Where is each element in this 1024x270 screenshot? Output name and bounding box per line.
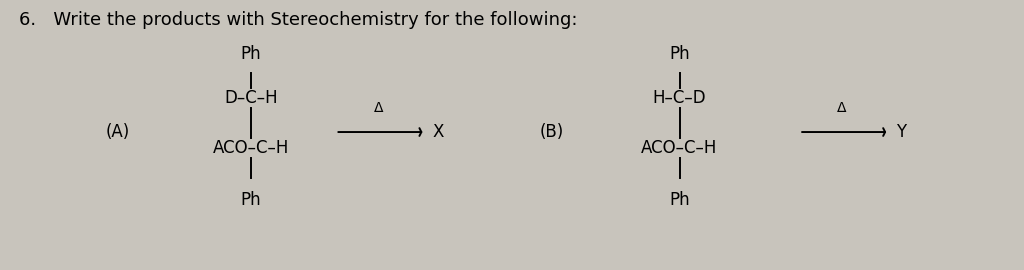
Text: (B): (B) bbox=[540, 123, 564, 141]
Text: (A): (A) bbox=[106, 123, 130, 141]
Text: X: X bbox=[432, 123, 443, 141]
Text: 6.   Write the products with Stereochemistry for the following:: 6. Write the products with Stereochemist… bbox=[19, 11, 578, 29]
Text: D–C–H: D–C–H bbox=[224, 89, 278, 107]
Text: Ph: Ph bbox=[670, 45, 690, 63]
Text: Ph: Ph bbox=[670, 191, 690, 210]
Text: Ph: Ph bbox=[241, 191, 261, 210]
Text: Y: Y bbox=[896, 123, 906, 141]
Text: ACO–C–H: ACO–C–H bbox=[641, 139, 718, 157]
Text: Δ: Δ bbox=[374, 101, 383, 115]
Text: ACO–C–H: ACO–C–H bbox=[213, 139, 289, 157]
Text: H–C–D: H–C–D bbox=[652, 89, 707, 107]
Text: Δ: Δ bbox=[838, 101, 847, 115]
Text: Ph: Ph bbox=[241, 45, 261, 63]
